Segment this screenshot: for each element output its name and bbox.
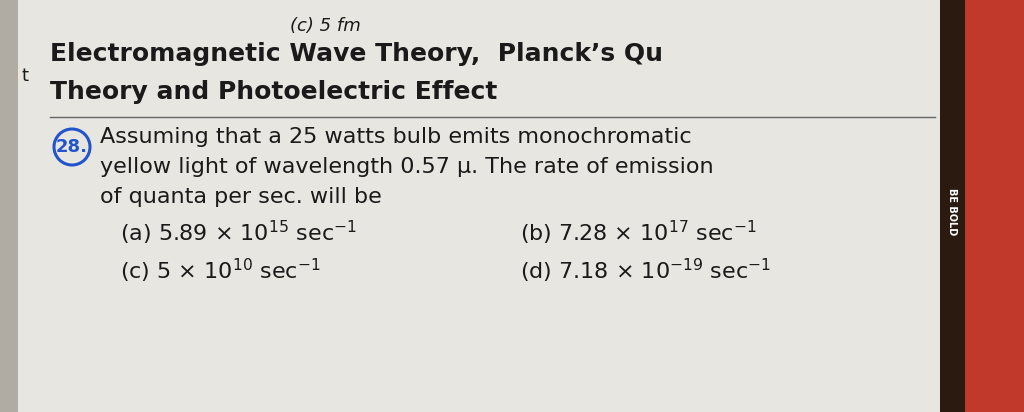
Text: Electromagnetic Wave Theory,  Planck’s Qu: Electromagnetic Wave Theory, Planck’s Qu <box>50 42 663 66</box>
Text: of quanta per sec. will be: of quanta per sec. will be <box>100 187 382 207</box>
Text: Assuming that a 25 watts bulb emits monochromatic: Assuming that a 25 watts bulb emits mono… <box>100 127 691 147</box>
Bar <box>0 0 18 412</box>
Text: (b) 7.28 $\times$ 10$^{17}$ sec$^{-1}$: (b) 7.28 $\times$ 10$^{17}$ sec$^{-1}$ <box>520 219 757 247</box>
Text: BE BOLD: BE BOLD <box>947 188 957 236</box>
Text: (c) 5 $\times$ 10$^{10}$ sec$^{-1}$: (c) 5 $\times$ 10$^{10}$ sec$^{-1}$ <box>120 257 321 285</box>
Text: t: t <box>22 67 29 85</box>
Bar <box>965 0 1024 412</box>
Text: yellow light of wavelength 0.57 μ. The rate of emission: yellow light of wavelength 0.57 μ. The r… <box>100 157 714 177</box>
Text: Theory and Photoelectric Effect: Theory and Photoelectric Effect <box>50 80 498 104</box>
Text: (c) 5 fm: (c) 5 fm <box>290 17 360 35</box>
Text: (a) 5.89 $\times$ 10$^{15}$ sec$^{-1}$: (a) 5.89 $\times$ 10$^{15}$ sec$^{-1}$ <box>120 219 357 247</box>
Text: 28.: 28. <box>56 138 88 156</box>
Bar <box>940 0 965 412</box>
Text: (d) 7.18 $\times$ 10$^{-19}$ sec$^{-1}$: (d) 7.18 $\times$ 10$^{-19}$ sec$^{-1}$ <box>520 257 771 285</box>
